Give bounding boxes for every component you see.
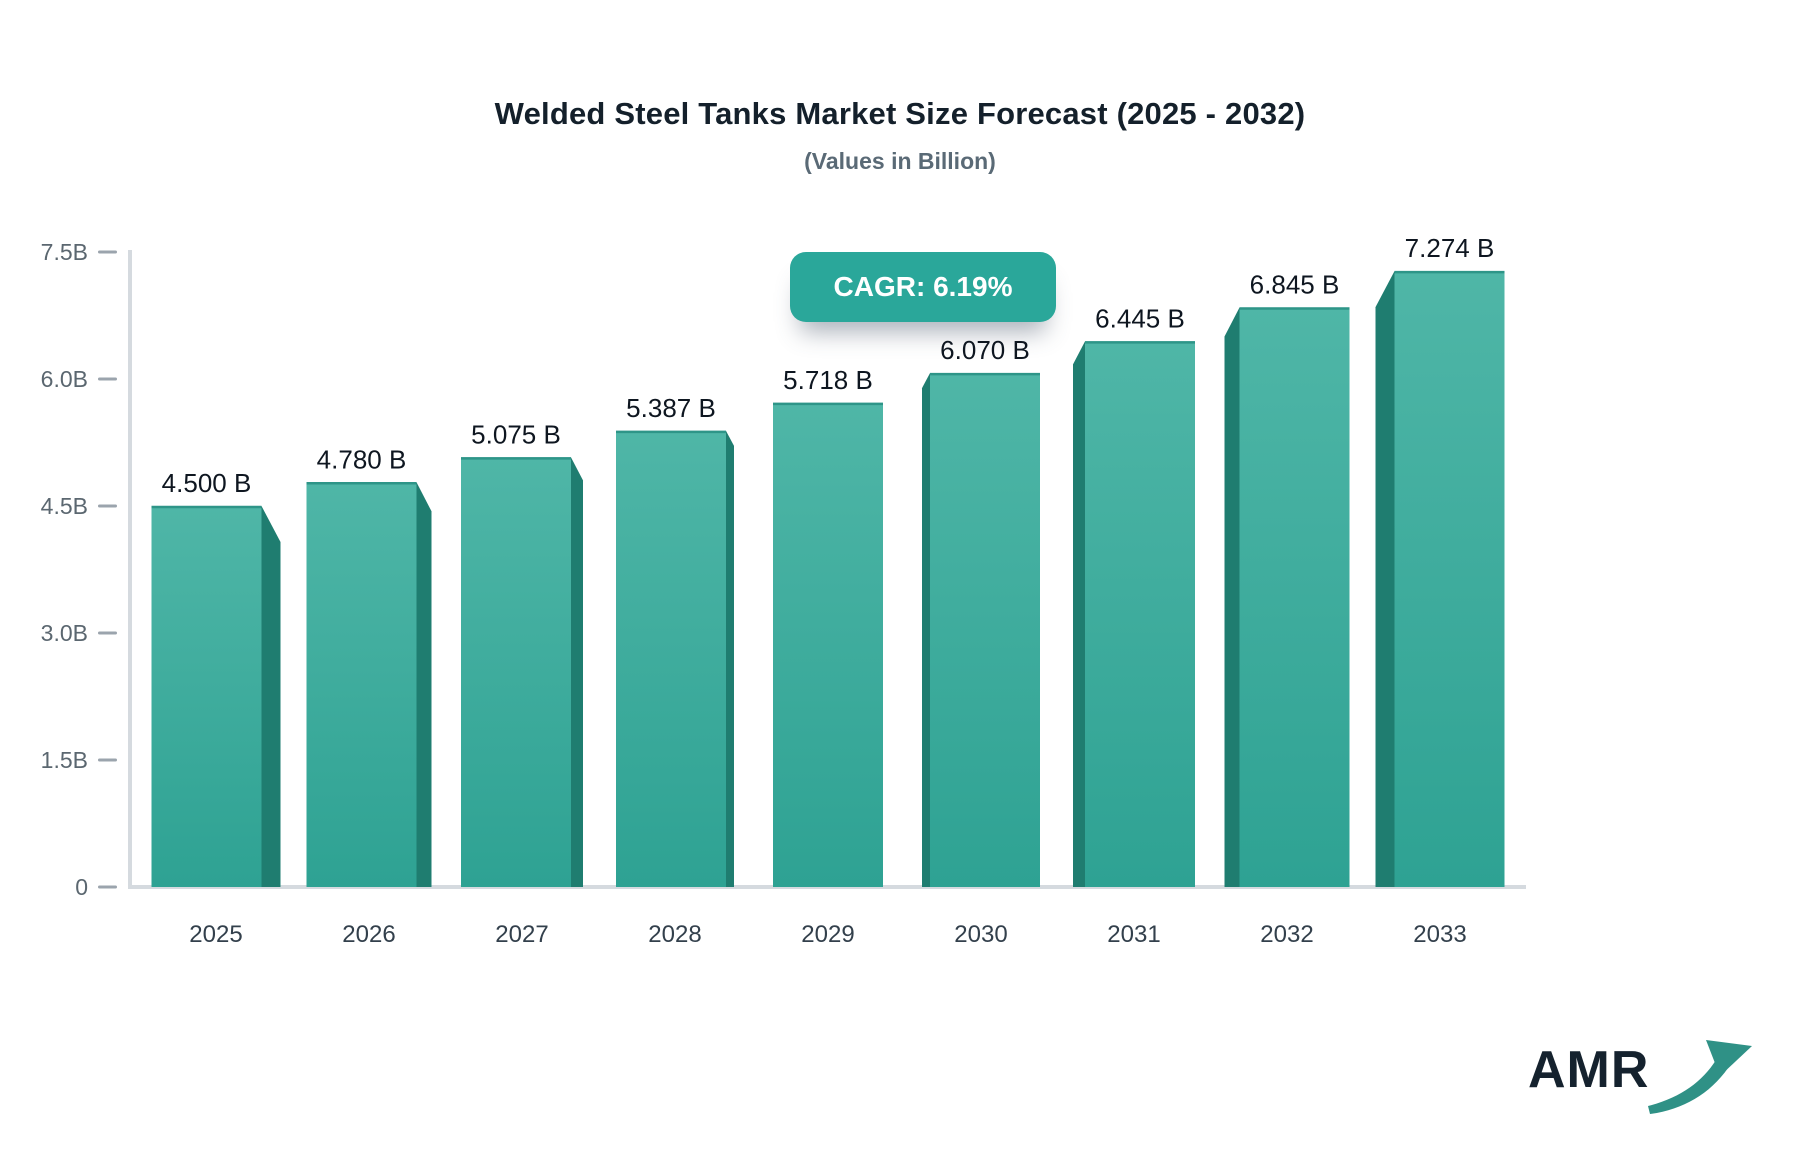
- bar-value-label: 5.718 B: [783, 365, 873, 395]
- y-tick-dash: [98, 631, 117, 635]
- bar-2032: [1224, 307, 1350, 887]
- bar-front-face: [1239, 307, 1350, 887]
- chart-subtitle: (Values in Billion): [804, 148, 996, 174]
- cagr-badge-label: CAGR: 6.19%: [833, 271, 1013, 302]
- bar-value-label: 6.445 B: [1095, 303, 1185, 333]
- x-tick-label: 2030: [954, 921, 1007, 948]
- bar-front-face: [461, 457, 571, 887]
- y-tick-dash: [98, 250, 117, 254]
- x-tick-label: 2025: [189, 921, 242, 948]
- bar-2029: [773, 402, 883, 887]
- bar-value-label: 4.500 B: [162, 468, 252, 498]
- bar-series: [151, 270, 1505, 888]
- y-tick-label: 3.0B: [41, 620, 88, 646]
- x-tick-label: 2032: [1260, 921, 1313, 948]
- bar-value-label: 6.845 B: [1250, 269, 1340, 299]
- bar-value-label: 5.387 B: [626, 393, 716, 423]
- bar-2027: [461, 457, 583, 887]
- bar-2028: [616, 430, 734, 887]
- y-tick-label: 4.5B: [41, 493, 88, 519]
- x-tick-label: 2028: [648, 921, 701, 948]
- y-tick-dash: [98, 885, 117, 889]
- bar-2030: [922, 372, 1040, 887]
- bar-value-label: 5.075 B: [471, 419, 561, 449]
- bar-2026: [306, 482, 432, 887]
- bar-side-face: [1073, 341, 1085, 887]
- y-tick-label: 1.5B: [41, 747, 88, 773]
- bar-side-face: [1375, 271, 1395, 888]
- x-tick-label: 2031: [1107, 921, 1160, 948]
- growth-arrow-icon: [1648, 1040, 1752, 1114]
- y-tick-label: 6.0B: [41, 366, 88, 392]
- y-tick-label: 0: [75, 874, 88, 900]
- bar-side-face: [726, 430, 734, 887]
- bar-front-face: [306, 482, 417, 887]
- bar-front-face: [151, 506, 262, 887]
- bar-value-label: 6.070 B: [940, 335, 1030, 365]
- bar-2025: [151, 505, 281, 887]
- bar-side-face: [571, 457, 583, 887]
- y-axis-line: [128, 250, 132, 887]
- amr-logo-text: AMR: [1528, 1041, 1650, 1099]
- bar-value-label: 4.780 B: [317, 444, 407, 474]
- bar-front-face: [930, 373, 1040, 887]
- cagr-badge: CAGR: 6.19%: [790, 252, 1056, 322]
- bar-front-face: [773, 402, 883, 887]
- bar-side-face: [922, 373, 930, 887]
- bar-2031: [1073, 341, 1195, 887]
- x-tick-label: 2029: [801, 921, 854, 948]
- x-tick-label: 2027: [495, 921, 548, 948]
- data-labels: 4.500 B 2025 4.780 B 2026 5.075 B 2027 5.387 B…: [162, 233, 1495, 948]
- y-tick-dash: [98, 758, 117, 762]
- y-tick-dash: [98, 377, 117, 381]
- bar-side-face: [1224, 307, 1240, 887]
- y-tick-label: 7.5B: [41, 239, 88, 265]
- x-tick-label: 2033: [1413, 921, 1466, 948]
- bar-value-label: 7.274 B: [1405, 233, 1495, 263]
- bar-2033: [1375, 270, 1505, 888]
- y-tick-dash: [98, 504, 117, 508]
- amr-logo: AMR: [1528, 1030, 1758, 1120]
- x-tick-label: 2026: [342, 921, 395, 948]
- bar-front-face: [1085, 341, 1195, 887]
- bar-front-face: [1394, 271, 1505, 888]
- bar-side-face: [416, 482, 432, 887]
- bar-side-face: [261, 506, 281, 887]
- chart-title: Welded Steel Tanks Market Size Forecast …: [494, 96, 1306, 131]
- bar-front-face: [616, 430, 726, 887]
